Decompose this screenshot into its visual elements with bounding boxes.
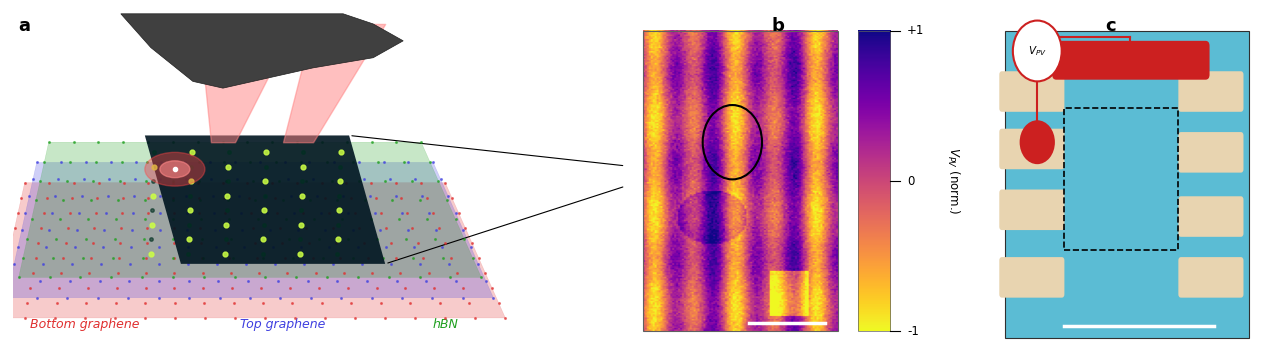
Bar <box>1064 108 1178 250</box>
FancyBboxPatch shape <box>1178 257 1243 298</box>
Text: hBN: hBN <box>432 318 459 331</box>
Text: $V_{PV}$ (norm.): $V_{PV}$ (norm.) <box>945 147 962 215</box>
Text: +1: +1 <box>907 24 925 37</box>
Polygon shape <box>19 142 481 277</box>
Text: Bottom graphene: Bottom graphene <box>30 318 139 331</box>
Text: Top graphene: Top graphene <box>241 318 326 331</box>
FancyBboxPatch shape <box>1000 71 1064 112</box>
Text: b: b <box>772 17 784 35</box>
Polygon shape <box>0 183 506 318</box>
FancyBboxPatch shape <box>1000 189 1064 230</box>
Text: -1: -1 <box>907 325 919 338</box>
Circle shape <box>144 152 205 186</box>
Circle shape <box>1012 20 1062 81</box>
Polygon shape <box>6 163 493 298</box>
Bar <box>644 31 837 332</box>
Text: 0: 0 <box>907 175 915 188</box>
FancyBboxPatch shape <box>1178 132 1243 172</box>
Text: c: c <box>1105 17 1116 35</box>
FancyBboxPatch shape <box>1000 129 1064 169</box>
FancyBboxPatch shape <box>1178 71 1243 112</box>
Bar <box>858 31 891 332</box>
Circle shape <box>160 161 190 178</box>
Circle shape <box>1020 120 1055 164</box>
Polygon shape <box>144 136 385 264</box>
Text: a: a <box>19 17 30 35</box>
FancyBboxPatch shape <box>1178 196 1243 237</box>
Text: $V_{PV}$: $V_{PV}$ <box>1028 44 1047 58</box>
Polygon shape <box>120 14 403 88</box>
FancyBboxPatch shape <box>1000 257 1064 298</box>
FancyBboxPatch shape <box>1052 41 1210 80</box>
